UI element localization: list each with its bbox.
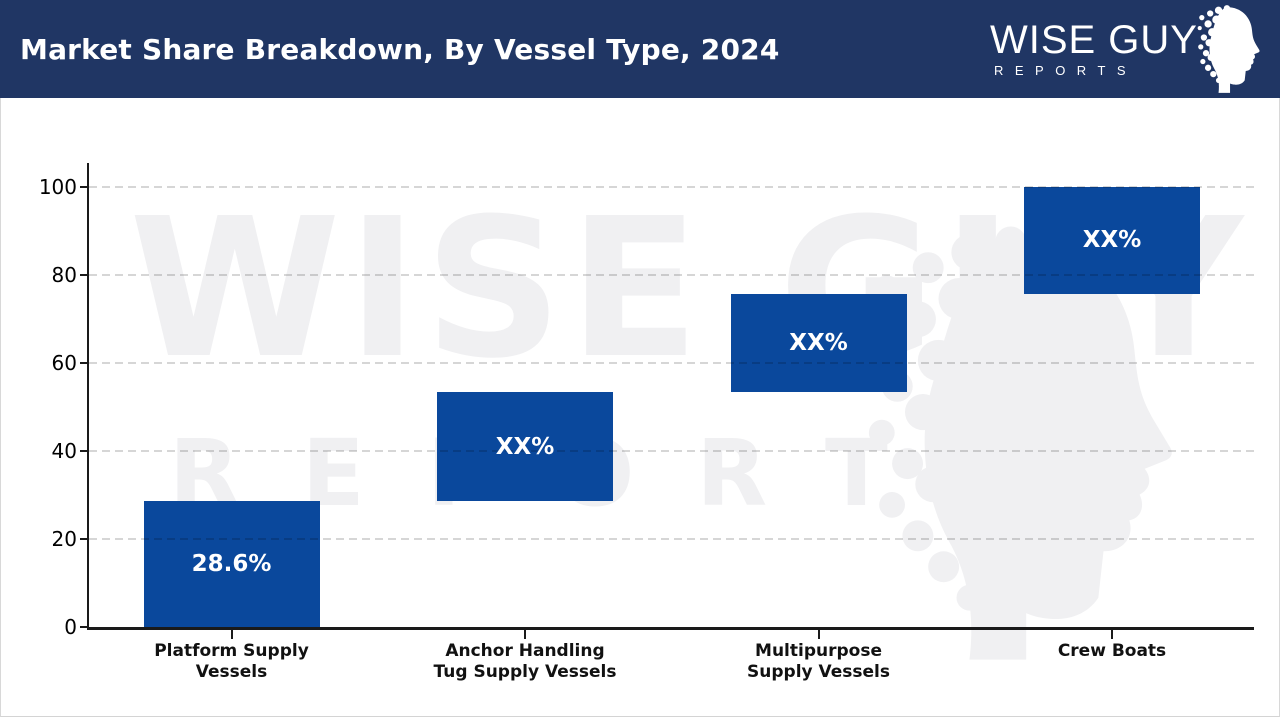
x-category-label: Anchor Handling Tug Supply Vessels (434, 641, 617, 683)
y-tick-mark (80, 186, 89, 188)
y-tick-mark (80, 274, 89, 276)
wiseguy-logo: WISE GUY REPORTS (990, 0, 1266, 98)
y-tick-label: 20 (51, 527, 77, 551)
bar-segment (730, 293, 907, 393)
x-category-line: Vessels (195, 662, 268, 682)
header-bar: Market Share Breakdown, By Vessel Type, … (0, 0, 1280, 98)
bar-value-label: XX% (495, 433, 555, 460)
logo-wordmark: WISE GUY (989, 18, 1198, 62)
x-category-label: Platform Supply Vessels (154, 641, 309, 683)
y-tick-label: 0 (64, 615, 77, 639)
chart-canvas: WISE GUY REPORTS 0 20 40 60 80 100 28.6% XX% XX%… (0, 98, 1280, 717)
y-tick-label: 100 (38, 175, 77, 199)
bar-segment (437, 392, 613, 502)
x-axis-line (86, 627, 1254, 630)
y-gridline (89, 362, 1254, 364)
y-tick-label: 40 (51, 439, 77, 463)
x-category-label: Crew Boats (1058, 641, 1166, 662)
bar-value-label: XX% (789, 329, 848, 356)
bar-segment (143, 501, 320, 627)
x-tick-mark (524, 630, 526, 639)
y-gridline (89, 538, 1254, 540)
x-category-line: Anchor Handling (445, 641, 605, 661)
x-category-line: Supply Vessels (747, 662, 890, 682)
x-tick-mark (817, 630, 820, 639)
y-tick-mark (80, 626, 89, 628)
y-tick-label: 60 (51, 351, 77, 375)
x-category-line: Tug Supply Vessels (433, 662, 617, 682)
bar-segment (1024, 187, 1200, 294)
bar-value-label: 28.6% (191, 551, 272, 578)
y-gridline (89, 274, 1254, 276)
y-axis-line (86, 163, 89, 630)
x-category-line: Platform Supply (154, 641, 309, 661)
logo-face-icon (1197, 5, 1260, 93)
y-tick-mark (80, 450, 89, 452)
y-tick-mark (80, 362, 89, 364)
y-gridline (89, 186, 1254, 188)
logo-subtext: REPORTS (993, 63, 1138, 78)
x-category-line: Crew Boats (1057, 641, 1167, 661)
x-category-label: Multipurpose Supply Vessels (747, 641, 890, 683)
y-gridline (89, 450, 1254, 452)
x-tick-mark (1111, 630, 1113, 639)
page-title: Market Share Breakdown, By Vessel Type, … (20, 32, 780, 66)
y-tick-mark (80, 538, 89, 540)
y-tick-label: 80 (51, 263, 77, 287)
x-category-line: Multipurpose (755, 641, 882, 661)
x-tick-mark (230, 630, 233, 639)
bar-value-label: XX% (1082, 227, 1142, 254)
